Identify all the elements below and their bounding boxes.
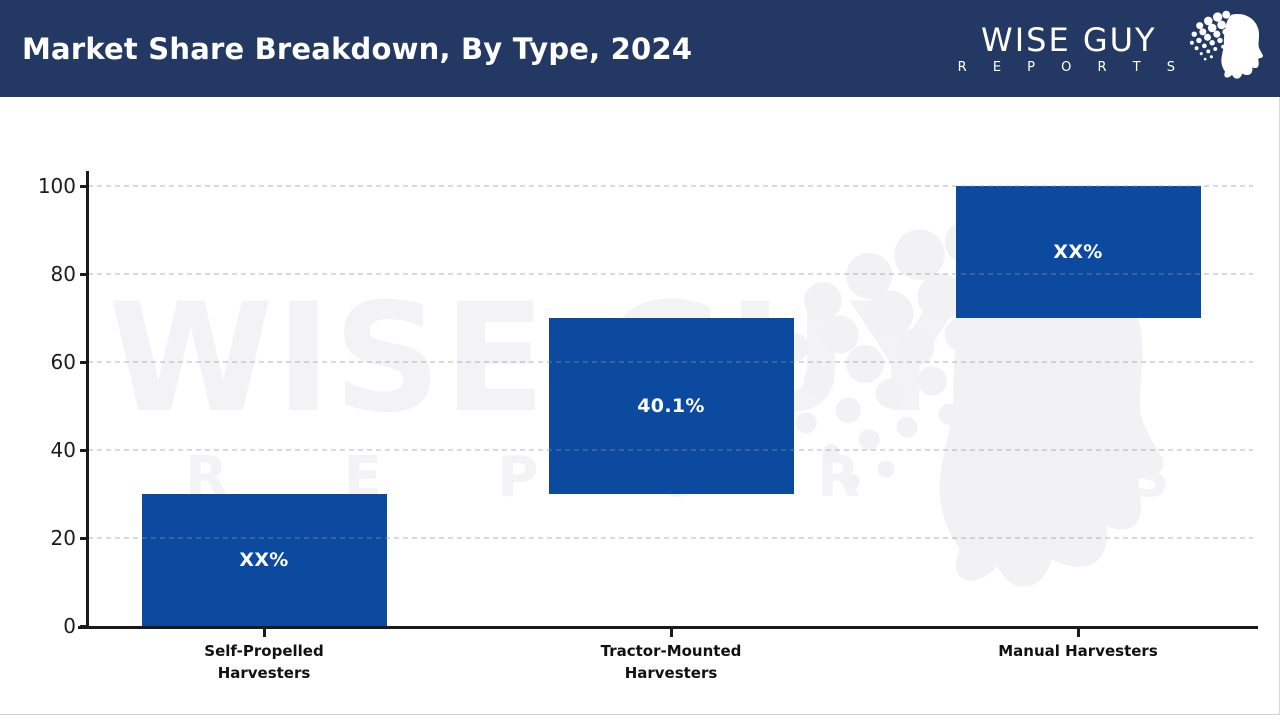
wiseguy-logo: WISE GUY R E P O R T S: [952, 4, 1266, 94]
x-category-label-3: Manual Harvesters: [918, 640, 1238, 662]
x-category-label-1: Self-Propelled Harvesters: [104, 640, 424, 684]
chart-title: Market Share Breakdown, By Type, 2024: [22, 31, 693, 66]
x-category-label-line: Manual Harvesters: [998, 642, 1158, 660]
bar-value-label: XX%: [239, 549, 289, 571]
y-tick-80: [80, 273, 88, 276]
gridline-20: [88, 537, 1253, 539]
y-tick-label-60: 60: [50, 350, 76, 374]
x-category-label-line: Tractor-Mounted: [600, 642, 742, 660]
y-tick-60: [80, 361, 88, 364]
y-tick-label-0: 0: [63, 614, 76, 638]
gridline-40: [88, 449, 1253, 451]
y-tick-20: [80, 537, 88, 540]
x-category-label-line: Harvesters: [624, 664, 718, 682]
y-axis-line: [86, 171, 89, 629]
wiseguy-logo-text: WISE GUY R E P O R T S: [952, 22, 1186, 75]
x-category-label-line: Self-Propelled: [204, 642, 324, 660]
gridline-100: [88, 185, 1253, 187]
gridline-80: [88, 273, 1253, 275]
bar-2: 40.1%: [548, 317, 794, 494]
x-tick-3: [1077, 629, 1080, 637]
chart-area: WISE GUY R E P O R T S XX%40.1%XX%020406…: [0, 97, 1280, 715]
bar-1: XX%: [141, 494, 387, 626]
bar-value-label: 40.1%: [637, 394, 705, 417]
logo-brand-name: WISE GUY: [981, 21, 1157, 59]
x-axis-line: [78, 626, 1258, 629]
x-tick-1: [263, 629, 266, 637]
y-tick-label-80: 80: [50, 262, 76, 286]
x-tick-2: [670, 629, 673, 637]
logo-brand-subtitle: R E P O R T S: [957, 60, 1186, 75]
y-tick-40: [80, 449, 88, 452]
x-category-label-line: Harvesters: [217, 664, 311, 682]
y-tick-100: [80, 185, 88, 188]
wiseguy-face-icon: [1189, 10, 1263, 79]
y-tick-label-40: 40: [50, 438, 76, 462]
x-category-label-2: Tractor-Mounted Harvesters: [511, 640, 831, 684]
y-tick-label-20: 20: [50, 526, 76, 550]
gridline-60: [88, 361, 1253, 363]
bar-value-label: XX%: [1053, 240, 1103, 263]
bar-3: XX%: [955, 186, 1201, 318]
y-tick-label-100: 100: [37, 174, 76, 198]
header-bar: Market Share Breakdown, By Type, 2024 WI…: [0, 0, 1280, 97]
